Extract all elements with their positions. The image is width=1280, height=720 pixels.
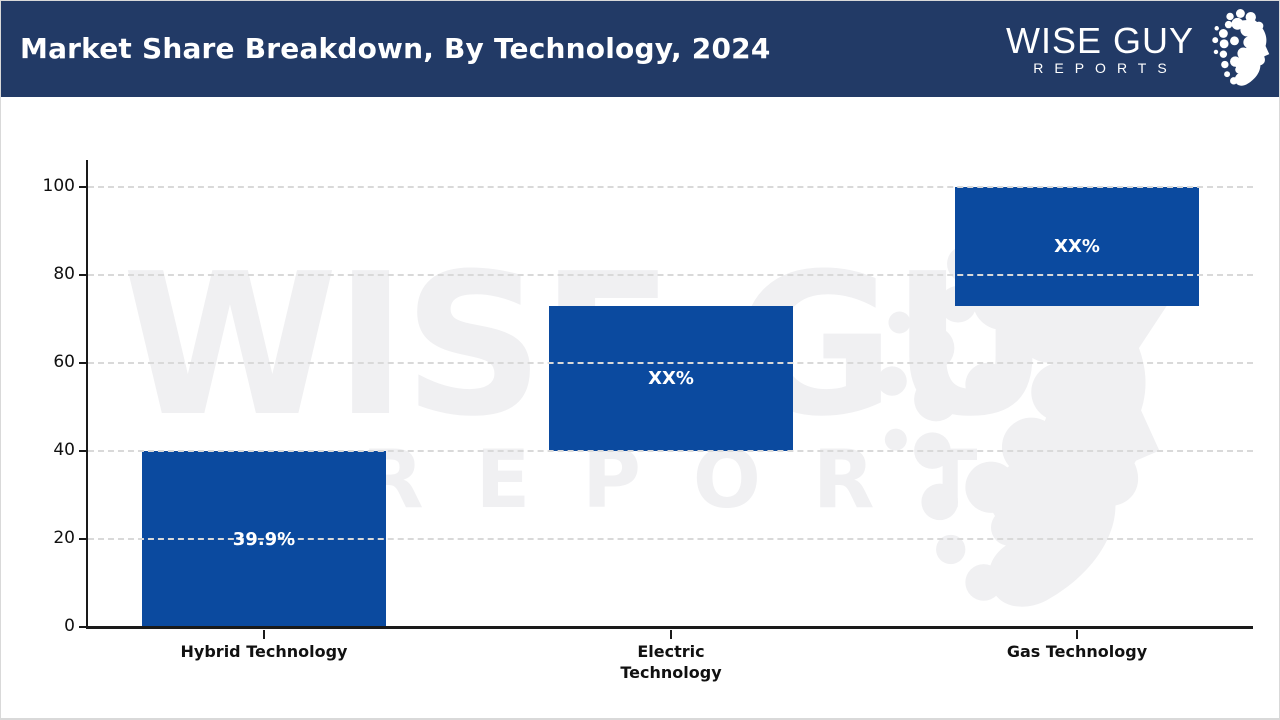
y-axis-tick — [79, 186, 88, 188]
brand-subtitle: REPORTS — [1033, 59, 1178, 76]
x-axis-tick — [670, 630, 672, 639]
y-axis-tick — [79, 626, 88, 628]
y-axis-tick-label: 100 — [42, 176, 75, 196]
x-category-label: Electric Technology — [620, 642, 722, 682]
y-axis-tick-label: 20 — [53, 528, 75, 548]
y-axis-tick-label: 80 — [53, 264, 75, 284]
header-bar: Market Share Breakdown, By Technology, 2… — [0, 0, 1280, 97]
gridline — [88, 538, 1253, 540]
x-category-label: Hybrid Technology — [180, 642, 348, 661]
bar-value-label: XX% — [1054, 235, 1100, 257]
brand-logo-text: WISE GUY REPORTS — [1006, 22, 1194, 76]
gridline — [88, 450, 1253, 452]
bar-value-label: 39.9% — [232, 528, 296, 550]
x-axis-tick — [263, 630, 265, 639]
y-axis-tick-label: 40 — [53, 440, 75, 460]
y-axis-tick-label: 60 — [53, 352, 75, 372]
y-axis-tick — [79, 274, 88, 276]
y-axis-tick-label: 0 — [64, 616, 75, 636]
x-axis-tick — [1076, 630, 1078, 639]
brand-logo: WISE GUY REPORTS — [1006, 4, 1270, 94]
x-axis-spine — [86, 626, 1253, 629]
y-axis-tick — [79, 362, 88, 364]
bar — [549, 305, 793, 451]
brand-name: WISE GUY — [1005, 20, 1194, 62]
x-category-label: Gas Technology — [1006, 642, 1148, 661]
page-title: Market Share Breakdown, By Technology, 2… — [20, 32, 771, 65]
y-axis-tick — [79, 450, 88, 452]
y-axis-tick — [79, 538, 88, 540]
dotted-face-icon — [1212, 9, 1270, 86]
bar-value-label: XX% — [648, 367, 694, 389]
y-axis-spine — [86, 160, 88, 629]
gridline — [88, 362, 1253, 364]
gridline — [88, 274, 1253, 276]
gridline — [88, 186, 1253, 188]
